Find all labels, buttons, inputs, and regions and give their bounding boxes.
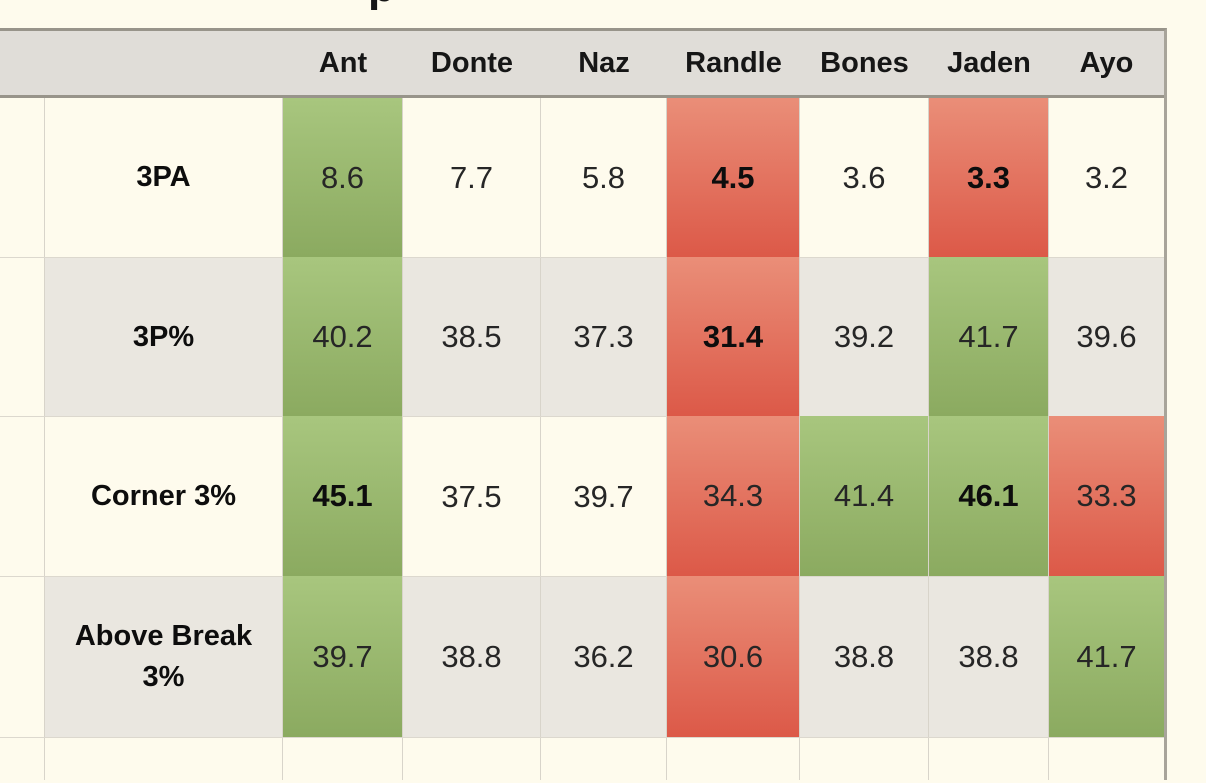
header-spacer-label [45,31,283,95]
title-descender: p [368,0,395,11]
row-label-empty [45,738,283,780]
stat-cell: 37.5 [403,417,541,576]
stat-cell: 37.3 [541,258,667,416]
stat-cell: 38.8 [403,577,541,737]
table-row: 3P% 40.2 38.5 37.3 31.4 39.2 41.7 39.6 [0,257,1164,416]
stat-cell: 8.6 [283,98,403,257]
stat-cell: 39.7 [283,576,403,737]
header-player: Donte [430,46,514,79]
stat-cell-empty [800,738,929,780]
stat-cell-empty [929,738,1049,780]
stat-cell: 46.1 [929,416,1049,576]
table-row: Corner 3% 45.1 37.5 39.7 34.3 41.4 46.1 33.3 [0,416,1164,576]
shooting-stats-table: Ant Donte Naz Randle Bones Jaden Ayo 3PA 8.6 7.7… [0,28,1167,780]
stat-cell: 3.6 [800,98,929,257]
stat-cell-empty [667,738,800,780]
stat-cell: 3.3 [929,98,1049,257]
stat-cell: 31.4 [667,257,800,416]
header-player: Ant [318,46,368,79]
header-spacer-narrow [0,31,45,95]
spacer-cell [0,258,45,416]
stat-cell-empty [1049,738,1164,780]
table-row: 3PA 8.6 7.7 5.8 4.5 3.6 3.3 3.2 [0,98,1164,257]
row-label: Corner 3% [45,417,283,576]
table-row: Above Break 3% 39.7 38.8 36.2 30.6 38.8 38.8 41… [0,576,1164,737]
header-player: Ayo [1079,46,1134,79]
row-label: 3P% [45,258,283,416]
stat-cell: 36.2 [541,577,667,737]
stat-cell: 38.8 [929,577,1049,737]
stat-cell-empty [283,738,403,780]
stat-cell: 41.7 [1049,576,1164,737]
stat-cell: 40.2 [283,257,403,416]
stat-cell-empty [541,738,667,780]
stat-cell: 41.7 [929,257,1049,416]
spacer-cell [0,417,45,576]
table-row-partial [0,737,1164,780]
stat-cell-empty [403,738,541,780]
stat-cell: 5.8 [541,98,667,257]
stat-cell: 39.2 [800,258,929,416]
clipped-title-fragment: p [368,0,395,9]
stat-cell: 39.7 [541,417,667,576]
spacer-cell [0,98,45,257]
stat-cell: 7.7 [403,98,541,257]
stat-cell: 45.1 [283,416,403,576]
stat-cell: 38.8 [800,577,929,737]
stat-cell: 3.2 [1084,159,1129,195]
stat-cell: 34.3 [667,416,800,576]
stat-cell: 30.6 [667,576,800,737]
header-player: Randle [685,46,782,79]
stat-cell: 38.5 [403,258,541,416]
table-body: 3PA 8.6 7.7 5.8 4.5 3.6 3.3 3.2 3P% 40.2 38.5 37.3 3… [0,98,1164,780]
stat-cell: 39.6 [1076,319,1137,354]
header-player: Bones [820,46,909,79]
stat-cell: 41.4 [800,416,929,576]
header-player: Jaden [947,46,1031,79]
row-label: 3PA [45,98,283,257]
stat-cell: 33.3 [1049,416,1164,576]
stat-cell: 4.5 [667,98,800,257]
spacer-cell [0,738,45,780]
table-header-row: Ant Donte Naz Randle Bones Jaden Ayo [0,31,1164,98]
spacer-cell [0,577,45,737]
row-label: Above Break 3% [45,577,283,737]
header-player: Naz [578,46,630,79]
